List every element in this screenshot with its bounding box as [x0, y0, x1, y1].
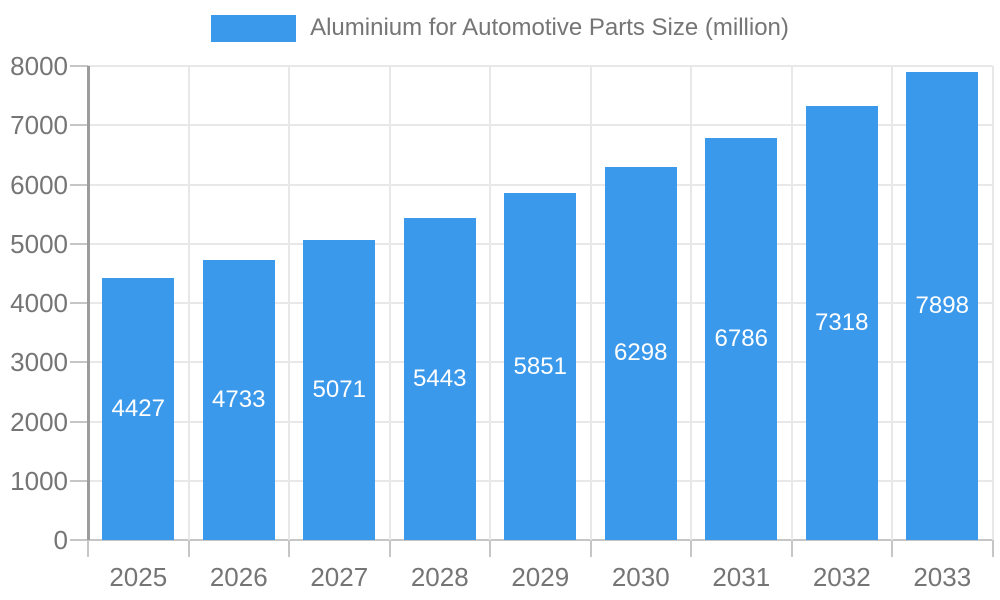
- y-axis-tick-label: 3000: [10, 347, 68, 378]
- v-gridline: [288, 66, 290, 540]
- y-tick: [70, 65, 88, 67]
- bar[interactable]: 7318: [805, 106, 878, 540]
- bar[interactable]: 5443: [403, 217, 476, 540]
- x-tick: [891, 540, 893, 557]
- bar[interactable]: 5071: [303, 239, 376, 540]
- bar[interactable]: 7898: [906, 72, 979, 540]
- bar-value-label: 4733: [212, 385, 266, 413]
- y-tick: [70, 479, 88, 482]
- y-axis-tick-label: 5000: [10, 228, 68, 259]
- v-gridline: [690, 66, 692, 540]
- x-axis-tick-label: 2029: [511, 562, 570, 592]
- bar-value-label: 5443: [413, 364, 467, 392]
- bar-value-label: 6786: [714, 324, 768, 352]
- bar-value-label: 7898: [915, 292, 969, 319]
- x-tick: [87, 540, 89, 557]
- x-axis-tick-label: 2026: [209, 562, 268, 592]
- x-axis-tick-label: 2027: [310, 562, 369, 592]
- y-tick: [70, 420, 88, 423]
- y-axis-tick-label: 8000: [10, 51, 68, 81]
- x-axis-tick-label: 2030: [611, 562, 670, 592]
- y-axis-tick-label: 6000: [10, 169, 68, 200]
- bar[interactable]: 6298: [604, 166, 677, 540]
- v-gridline: [790, 66, 793, 540]
- bar[interactable]: 6786: [705, 137, 778, 540]
- v-gridline: [589, 66, 592, 540]
- y-axis-tick-label: 7000: [10, 110, 68, 141]
- v-gridline: [991, 66, 994, 540]
- chart-legend[interactable]: Aluminium for Automotive Parts Size (mil…: [0, 14, 1000, 42]
- x-tick: [991, 540, 994, 557]
- v-gridline: [891, 66, 893, 540]
- x-axis-tick-label: 2032: [812, 562, 871, 592]
- legend-swatch: [211, 14, 297, 42]
- bar[interactable]: 4733: [202, 259, 275, 540]
- bar-value-label: 7318: [815, 309, 869, 337]
- y-axis-tick-label: 0: [53, 525, 68, 555]
- x-tick: [790, 540, 793, 557]
- bar-value-label: 6298: [614, 339, 668, 367]
- x-tick: [489, 540, 491, 557]
- h-gridline: [88, 183, 993, 186]
- x-axis-tick-label: 2025: [109, 562, 168, 592]
- y-axis-tick-label: 2000: [10, 406, 68, 437]
- y-tick: [70, 539, 88, 541]
- x-tick: [589, 540, 592, 557]
- x-axis-tick-label: 2033: [913, 562, 972, 592]
- x-axis-tick-label: 2028: [410, 562, 469, 592]
- x-axis-tick-label: 2031: [712, 562, 771, 592]
- bar-value-label: 5071: [312, 375, 366, 403]
- h-gridline: [88, 539, 993, 541]
- bar-value-label: 4427: [111, 394, 165, 422]
- x-tick: [388, 540, 391, 557]
- h-gridline: [88, 65, 993, 67]
- chart-title: Aluminium for Automotive Parts Size (mil…: [310, 14, 789, 41]
- x-tick: [187, 540, 190, 557]
- x-tick: [288, 540, 290, 557]
- v-gridline: [187, 66, 190, 540]
- bar[interactable]: 5851: [504, 193, 577, 540]
- y-tick: [70, 361, 88, 364]
- y-axis-tick-label: 1000: [10, 465, 68, 496]
- h-gridline: [88, 124, 993, 127]
- y-tick: [70, 242, 88, 245]
- y-axis-tick-label: 4000: [10, 288, 68, 318]
- y-tick: [70, 183, 88, 186]
- bar[interactable]: 4427: [102, 277, 175, 540]
- y-axis-line: [86, 66, 90, 540]
- x-tick: [690, 540, 692, 557]
- bar-value-label: 5851: [513, 352, 567, 380]
- y-tick: [70, 124, 88, 127]
- v-gridline: [388, 66, 391, 540]
- y-tick: [70, 302, 88, 304]
- v-gridline: [489, 66, 491, 540]
